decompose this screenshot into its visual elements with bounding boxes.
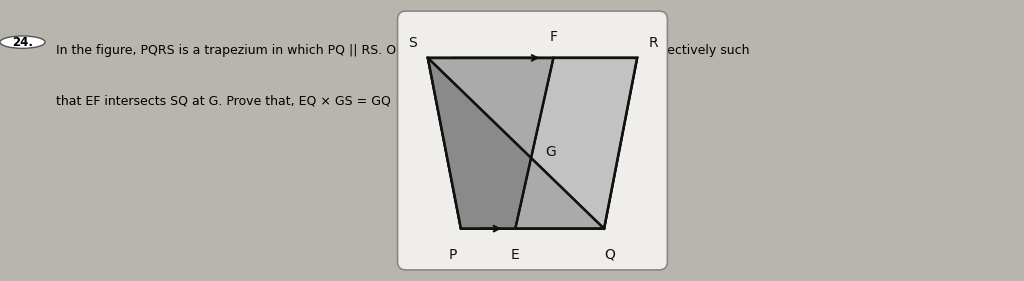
Text: R: R: [648, 36, 657, 50]
Text: P: P: [449, 248, 457, 262]
Text: Q: Q: [604, 248, 615, 262]
Text: F: F: [550, 30, 557, 44]
Circle shape: [0, 36, 45, 48]
Polygon shape: [531, 58, 637, 229]
Polygon shape: [428, 58, 531, 229]
Text: that EF intersects SQ at G. Prove that, EQ × GS = GQ × FS.: that EF intersects SQ at G. Prove that, …: [56, 95, 429, 108]
Polygon shape: [428, 58, 637, 229]
Text: G: G: [545, 145, 556, 159]
Text: S: S: [409, 36, 417, 50]
Text: In the figure, PQRS is a trapezium in which PQ || RS. On PQ and RS, there are po: In the figure, PQRS is a trapezium in wh…: [56, 44, 750, 57]
Text: 24.: 24.: [12, 36, 33, 49]
FancyBboxPatch shape: [397, 11, 668, 270]
Text: E: E: [511, 248, 519, 262]
